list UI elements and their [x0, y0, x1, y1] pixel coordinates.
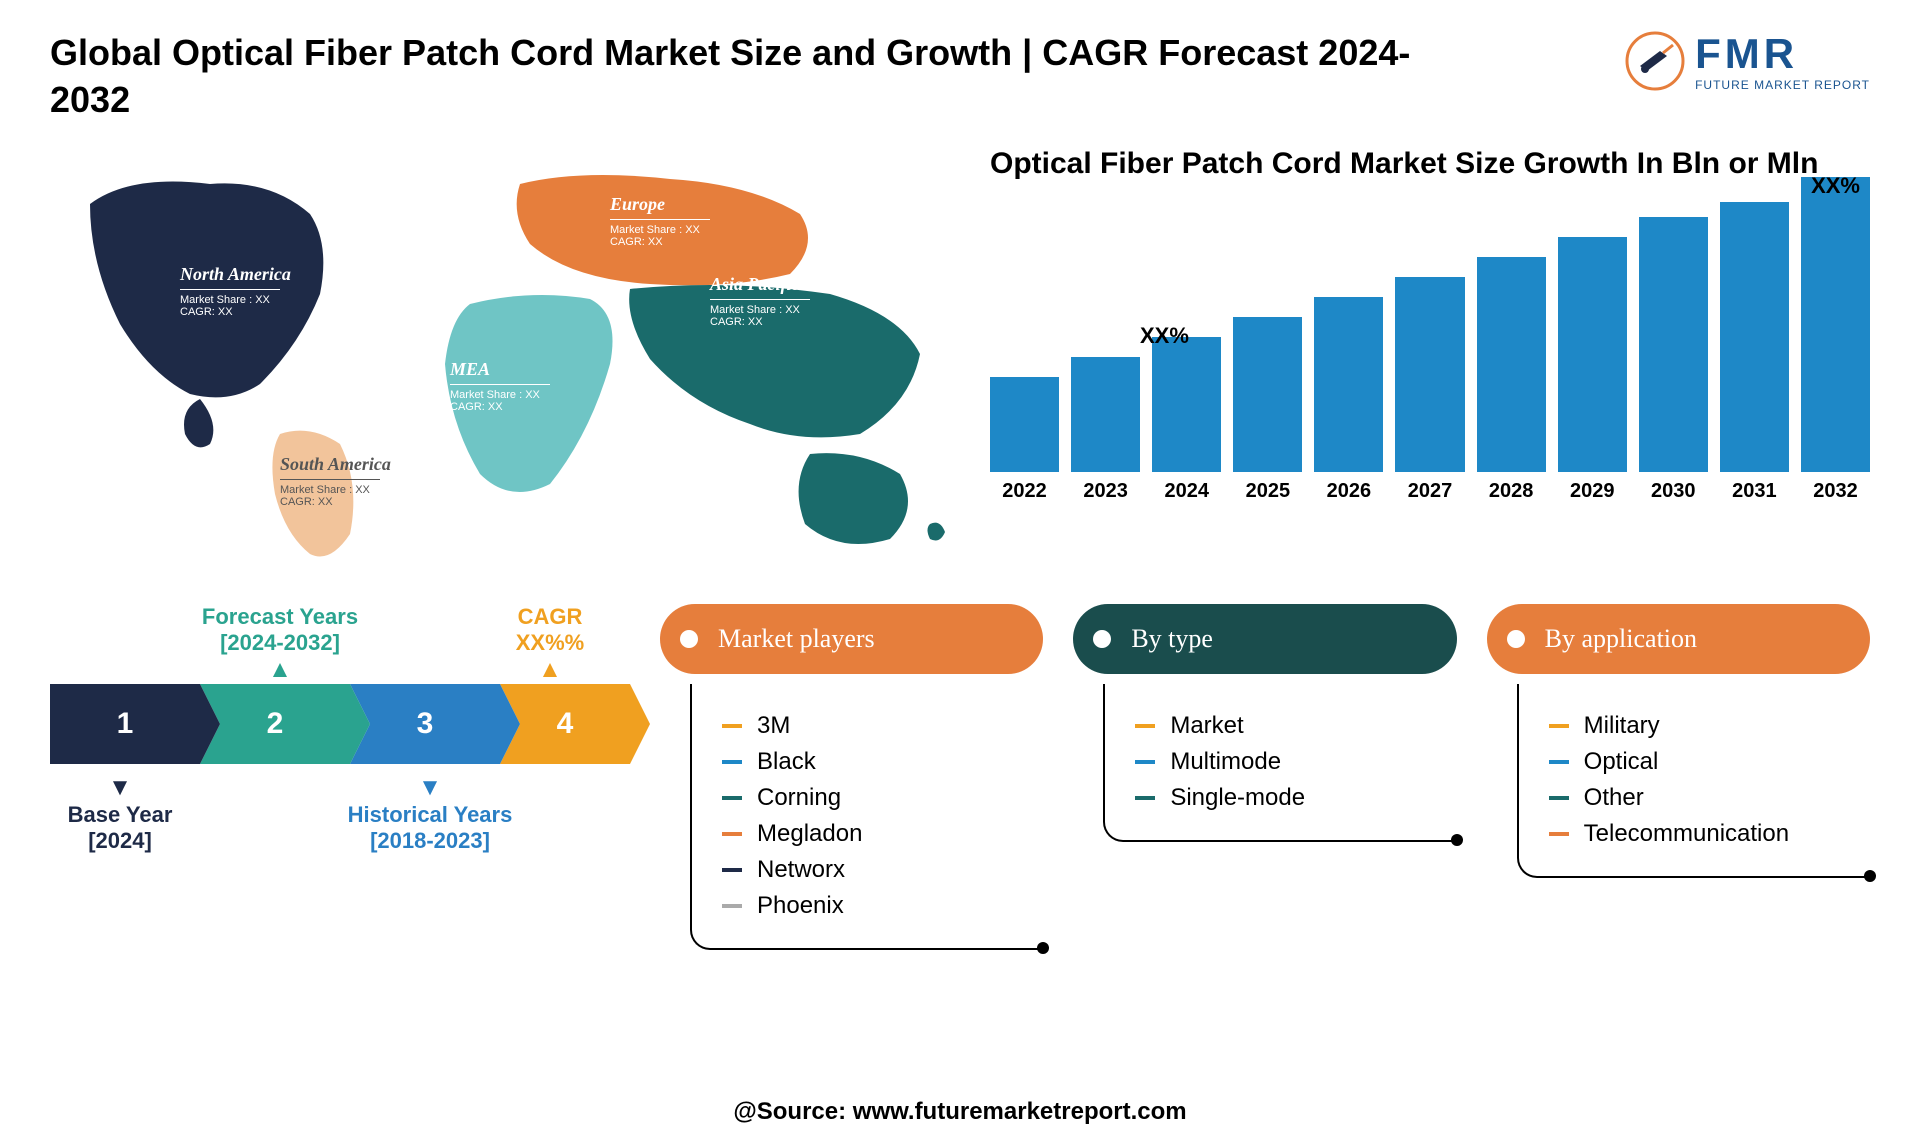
page-title: Global Optical Fiber Patch Cord Market S… — [50, 30, 1450, 124]
bar — [1233, 317, 1302, 472]
bar-year-label: 2032 — [1813, 480, 1858, 503]
telescope-icon — [1625, 31, 1685, 91]
category-item: Telecommunication — [1549, 820, 1870, 848]
bars-container: XX% XX% 20222023202420252026202720282029… — [990, 203, 1870, 503]
region-label: EuropeMarket Share : XXCAGR: XX — [610, 194, 710, 248]
bar-column: 2030 — [1639, 217, 1708, 503]
logo: FMR FUTURE MARKET REPORT — [1625, 30, 1870, 92]
category-item: Corning — [722, 784, 1043, 812]
bar-column: 2027 — [1395, 277, 1464, 503]
bar-chart: Optical Fiber Patch Cord Market Size Gro… — [990, 144, 1870, 564]
cagr-label: CAGR — [518, 604, 583, 629]
region-label: South AmericaMarket Share : XXCAGR: XX — [280, 454, 391, 508]
timeline-segment: 1 — [50, 684, 200, 764]
base-range: [2024] — [88, 828, 152, 853]
bar-column: 2031 — [1720, 202, 1789, 503]
bar — [1314, 297, 1383, 472]
bar — [1720, 202, 1789, 472]
forecast-label: Forecast Years — [202, 604, 358, 629]
pct-label-2024: XX% — [1140, 323, 1189, 349]
bar — [1395, 277, 1464, 472]
bar-column: 2022 — [990, 377, 1059, 503]
timeline-segment: 2 — [200, 684, 350, 764]
region-label: North AmericaMarket Share : XXCAGR: XX — [180, 264, 291, 318]
bar — [990, 377, 1059, 472]
hist-label: Historical Years — [348, 802, 513, 827]
bar — [1477, 257, 1546, 472]
category-item: Optical — [1549, 748, 1870, 776]
category-item: Megladon — [722, 820, 1043, 848]
category-item: Single-mode — [1135, 784, 1456, 812]
bar-year-label: 2023 — [1083, 480, 1128, 503]
bar-year-label: 2022 — [1002, 480, 1047, 503]
category-column: Market players 3M Black Corning Megladon Netw… — [660, 604, 1043, 950]
bar-column: 2029 — [1558, 237, 1627, 503]
bar — [1558, 237, 1627, 472]
arrow-row: 1234 — [50, 684, 630, 764]
base-label: Base Year — [68, 802, 173, 827]
bar-column: 2025 — [1233, 317, 1302, 503]
category-column: By type Market Multimode Single-mode — [1073, 604, 1456, 950]
logo-sub: FUTURE MARKET REPORT — [1695, 78, 1870, 92]
bar — [1071, 357, 1140, 472]
bar-year-label: 2030 — [1651, 480, 1696, 503]
category-item: Multimode — [1135, 748, 1456, 776]
map-svg — [50, 144, 950, 564]
bar-column: 2026 — [1314, 297, 1383, 503]
forecast-range: [2024-2032] — [220, 630, 340, 655]
category-header: By application — [1487, 604, 1870, 674]
bar-year-label: 2025 — [1246, 480, 1291, 503]
bar-year-label: 2024 — [1164, 480, 1209, 503]
category-item: Military — [1549, 712, 1870, 740]
category-item: Market — [1135, 712, 1456, 740]
region-label: MEAMarket Share : XXCAGR: XX — [450, 359, 550, 413]
category-column: By application Military Optical Other Teleco… — [1487, 604, 1870, 950]
category-list: Market Multimode Single-mode — [1103, 684, 1456, 842]
category-item: 3M — [722, 712, 1043, 740]
category-header: By type — [1073, 604, 1456, 674]
source-text: @Source: www.futuremarketreport.com — [733, 1098, 1186, 1126]
bar-year-label: 2031 — [1732, 480, 1777, 503]
bar — [1639, 217, 1708, 472]
bar-column: 2024 — [1152, 337, 1221, 503]
cagr-value: XX%% — [516, 630, 584, 655]
category-item: Networx — [722, 856, 1043, 884]
hist-range: [2018-2023] — [370, 828, 490, 853]
bar-year-label: 2027 — [1408, 480, 1453, 503]
pct-label-2032: XX% — [1811, 173, 1860, 199]
bar-year-label: 2026 — [1327, 480, 1372, 503]
chart-title: Optical Fiber Patch Cord Market Size Gro… — [990, 144, 1870, 183]
category-item: Phoenix — [722, 892, 1043, 920]
category-list: Military Optical Other Telecommunication — [1517, 684, 1870, 878]
logo-main: FMR — [1695, 30, 1870, 78]
bar-year-label: 2028 — [1489, 480, 1534, 503]
bar-column: 2028 — [1477, 257, 1546, 503]
bar-year-label: 2029 — [1570, 480, 1615, 503]
category-item: Other — [1549, 784, 1870, 812]
category-header: Market players — [660, 604, 1043, 674]
bar — [1801, 177, 1870, 472]
category-list: 3M Black Corning Megladon Networx Phoenix — [690, 684, 1043, 950]
world-map: North AmericaMarket Share : XXCAGR: XX So… — [50, 144, 950, 564]
header: Global Optical Fiber Patch Cord Market S… — [50, 30, 1870, 124]
timeline: Forecast Years [2024-2032] ▲ CAGR XX%% ▲… — [50, 604, 630, 874]
bar — [1152, 337, 1221, 472]
bar-column: 2023 — [1071, 357, 1140, 503]
category-item: Black — [722, 748, 1043, 776]
region-label: Asia PacificMarket Share : XXCAGR: XX — [710, 274, 810, 328]
bar-column: 2032 — [1801, 177, 1870, 503]
timeline-segment: 3 — [350, 684, 500, 764]
